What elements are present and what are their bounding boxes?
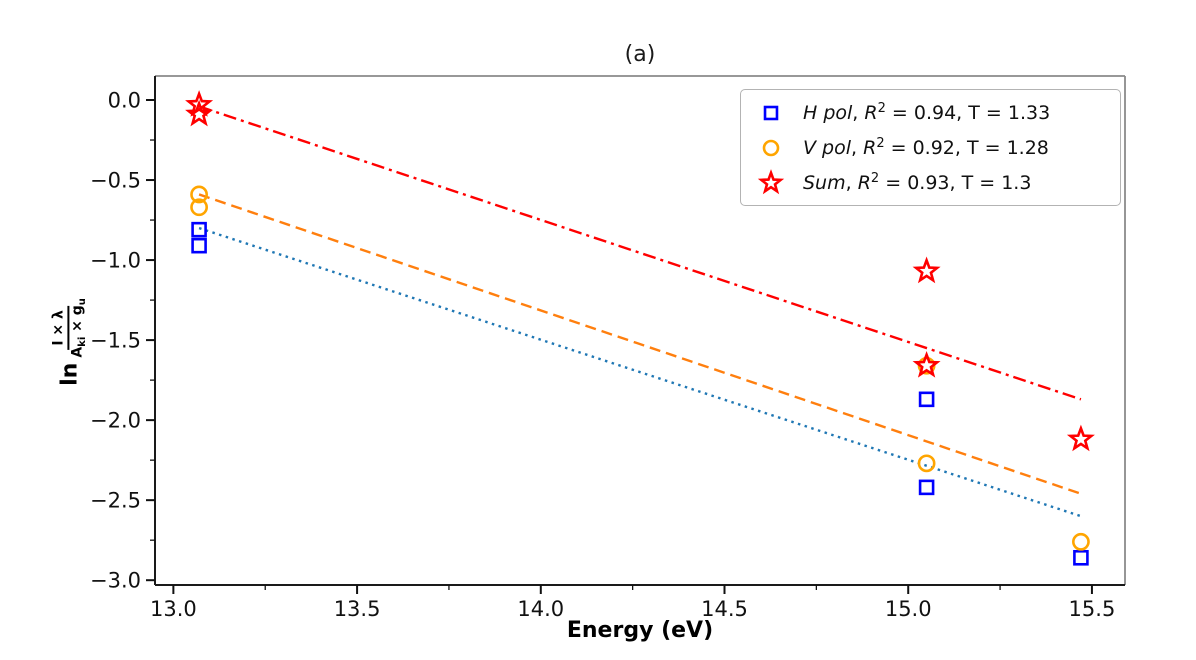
ylabel-den-A: A xyxy=(69,346,86,358)
legend-label: Sum, R2 = 0.93, T = 1.3 xyxy=(803,170,1032,194)
v-pol-marker xyxy=(917,454,936,473)
v-pol-marker xyxy=(190,198,208,217)
sum-marker xyxy=(912,256,941,284)
ylabel-fraction: I × λ Aki × gu xyxy=(50,298,89,358)
square-legend-icon xyxy=(763,105,779,120)
legend-label-part: Sum xyxy=(803,171,846,194)
h-pol-marker xyxy=(918,479,935,496)
legend-label: H pol, R2 = 0.94, T = 1.33 xyxy=(803,100,1051,124)
h-pol-marker xyxy=(191,237,207,254)
x-tick-label: 14.0 xyxy=(517,597,564,621)
legend-label-part: , xyxy=(851,136,864,159)
ylabel-ln: ln xyxy=(57,362,82,386)
ylabel-den-g: g xyxy=(69,305,86,316)
y-axis-label: ln I × λ Aki × gu xyxy=(50,298,89,386)
y-tick-label: −2.5 xyxy=(90,489,141,513)
legend-label: V pol, R2 = 0.92, T = 1.28 xyxy=(803,135,1049,159)
ylabel-numerator: I × λ xyxy=(50,306,70,350)
x-axis-label: Energy (eV) xyxy=(566,618,714,643)
y-tick-label: −3.0 xyxy=(90,569,141,593)
legend-item: Sum, R2 = 0.93, T = 1.3 xyxy=(747,166,1114,200)
sum-marker xyxy=(912,350,941,378)
legend-label-part: = 0.92, T = 1.28 xyxy=(884,136,1049,159)
circle-legend-icon xyxy=(762,139,780,156)
legend-label-part: H pol xyxy=(803,101,853,124)
circle-legend-glyph xyxy=(762,139,780,156)
legend-label-part: , xyxy=(845,171,858,194)
sum-marker xyxy=(185,90,214,117)
legend-label-part: R xyxy=(864,101,878,124)
legend-label-part: R xyxy=(863,136,877,159)
h-pol-marker xyxy=(1073,549,1089,566)
star-legend-glyph xyxy=(757,168,785,194)
h-pol-fit-line xyxy=(198,226,1082,518)
legend-label-part: , xyxy=(852,101,865,124)
v-pol-fit-line xyxy=(198,193,1082,495)
v-pol-marker xyxy=(190,185,208,204)
ylabel-den-ki: ki xyxy=(77,336,89,347)
legend-label-part: 2 xyxy=(877,100,886,116)
x-tick-label: 15.5 xyxy=(1069,597,1116,621)
legend-label-part: V pol xyxy=(803,136,852,159)
x-tick-label: 13.5 xyxy=(334,597,381,621)
y-tick-label: −1.0 xyxy=(90,249,141,273)
h-pol-marker xyxy=(191,221,207,238)
x-tick-label: 14.5 xyxy=(701,597,748,621)
sum-fit-line xyxy=(198,105,1082,401)
h-pol-marker xyxy=(918,391,935,408)
sum-marker xyxy=(185,99,214,127)
legend-label-part: = 0.93, T = 1.3 xyxy=(879,171,1032,194)
v-pol-marker xyxy=(1072,532,1090,551)
star-legend-icon xyxy=(757,168,785,194)
x-tick-label: 15.0 xyxy=(885,597,932,621)
y-tick-label: −1.5 xyxy=(90,329,141,353)
y-tick-label: 0.0 xyxy=(108,89,141,113)
ylabel-den-u: u xyxy=(77,298,89,306)
legend-item: V pol, R2 = 0.92, T = 1.28 xyxy=(747,131,1114,165)
legend: H pol, R2 = 0.94, T = 1.33 V pol, R2 = 0.… xyxy=(740,89,1121,206)
ylabel-denominator: Aki × gu xyxy=(70,298,89,358)
legend-label-part: = 0.94, T = 1.33 xyxy=(885,101,1051,124)
y-tick-label: −0.5 xyxy=(90,169,141,193)
ylabel-den-times: × xyxy=(69,320,86,332)
y-tick-label: −2.0 xyxy=(90,409,141,433)
legend-label-part: R xyxy=(857,171,871,194)
legend-label-part: 2 xyxy=(870,170,880,186)
square-legend-glyph xyxy=(763,105,779,120)
sum-marker xyxy=(1066,424,1095,452)
legend-label-part: 2 xyxy=(876,135,885,151)
legend-item: H pol, R2 = 0.94, T = 1.33 xyxy=(747,96,1114,130)
x-tick-label: 13.0 xyxy=(150,597,197,621)
chart-title: (a) xyxy=(624,42,656,67)
